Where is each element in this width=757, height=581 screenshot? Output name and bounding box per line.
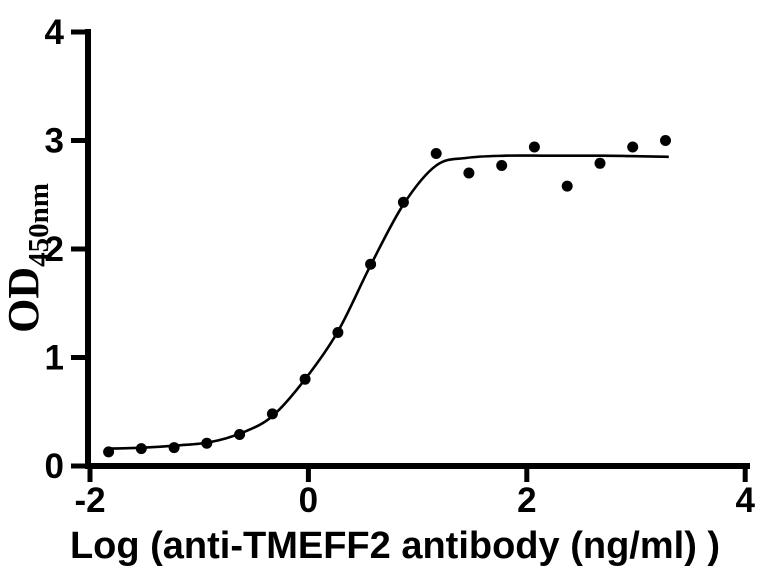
data-point (660, 135, 671, 146)
data-point (234, 429, 246, 440)
y-tick-label: 1 (45, 339, 64, 378)
y-tick-label: 2 (45, 230, 64, 269)
y-tick (71, 246, 85, 252)
data-point (627, 141, 639, 153)
x-tick (742, 469, 748, 482)
y-tick-label: 4 (45, 13, 65, 52)
x-tick-label: 0 (299, 481, 318, 520)
x-tick (524, 469, 530, 482)
data-points (103, 135, 671, 458)
y-tick (71, 355, 85, 360)
x-axis-tick-labels: -2 0 2 4 (74, 481, 755, 520)
data-point (496, 160, 508, 171)
y-axis-title: OD450nm (0, 183, 55, 333)
y-axis-title-sub: 450nm (23, 183, 55, 267)
x-axis-line (85, 463, 750, 469)
data-point (528, 141, 540, 153)
y-tick (71, 463, 85, 469)
data-point (365, 258, 377, 270)
y-tick-label: 0 (45, 447, 64, 486)
x-tick (305, 469, 311, 482)
y-tick (71, 29, 85, 35)
data-point (594, 157, 606, 169)
data-point (266, 408, 278, 420)
data-point (135, 443, 147, 455)
y-tick-label: 3 (45, 122, 64, 161)
data-point (332, 327, 344, 338)
y-axis-title-main: OD (0, 267, 48, 333)
x-tick-label: 4 (735, 481, 755, 520)
data-point (299, 373, 311, 385)
data-point (168, 442, 180, 454)
data-point (201, 437, 213, 449)
data-point (463, 167, 475, 179)
x-tick (87, 469, 93, 482)
fit-curve (108, 154, 669, 450)
x-tick-label: 2 (517, 481, 536, 520)
x-axis-ticks (87, 469, 748, 482)
x-axis-title: Log (anti-TMEFF2 antibody (ng/ml) ) (70, 525, 720, 567)
y-tick (71, 138, 85, 143)
y-axis-tick-labels: 0 1 2 3 4 (45, 13, 65, 486)
y-axis-ticks (71, 29, 85, 469)
data-point (561, 180, 573, 192)
data-point (430, 148, 442, 159)
data-point (397, 196, 409, 208)
data-point (103, 446, 115, 458)
x-tick-label: -2 (74, 481, 105, 520)
y-axis-line (85, 29, 91, 469)
